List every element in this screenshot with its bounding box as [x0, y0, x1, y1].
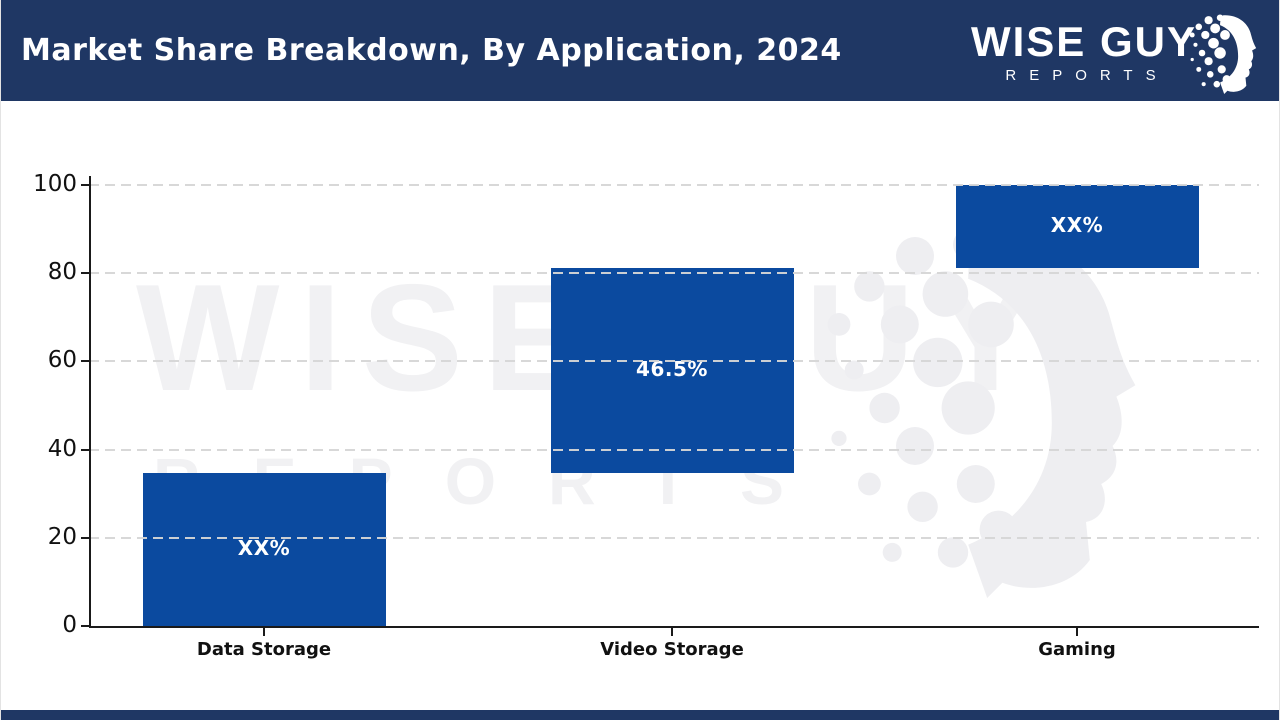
watermark-head-dots-logo-icon — [827, 229, 1136, 598]
y-tick-40 — [81, 448, 89, 451]
brand-logo-text: WISE GUY REPORTS — [971, 20, 1197, 86]
page-title: Market Share Breakdown, By Application, … — [21, 33, 842, 68]
y-tick-label-0: 0 — [62, 612, 77, 638]
y-tick-label-40: 40 — [47, 435, 77, 462]
y-tick-label-100: 100 — [33, 171, 77, 197]
footer-bar — [1, 710, 1279, 720]
x-category-label: Data Storage — [196, 639, 332, 660]
y-tick-label-80: 80 — [47, 259, 77, 286]
gridline-y-40 — [89, 448, 1259, 451]
x-category-label: Gaming — [1038, 639, 1116, 660]
bar-video-storage: 46.5% — [550, 267, 794, 473]
bar-gaming: XX% — [955, 185, 1199, 268]
header-bar: Market Share Breakdown, By Application, … — [1, 0, 1279, 101]
y-tick-20 — [81, 536, 89, 539]
gridline-y-60 — [89, 360, 1259, 363]
x-category-label: Video Storage — [600, 639, 744, 660]
x-tick-1 — [263, 628, 265, 636]
x-tick-3 — [1076, 628, 1078, 636]
y-tick-60 — [81, 360, 89, 363]
bar-value-label: XX% — [237, 536, 291, 561]
bar-value-label: XX% — [1050, 213, 1104, 238]
x-axis-line — [89, 626, 1259, 628]
brand-subname: REPORTS — [1005, 67, 1169, 84]
bar-data-storage: XX% — [142, 472, 386, 626]
y-tick-100 — [81, 184, 89, 186]
gridline-y-20 — [89, 536, 1259, 539]
y-axis-line — [89, 176, 91, 628]
gridline-y-100 — [89, 184, 1259, 186]
brand-logo: WISE GUY REPORTS — [971, 12, 1267, 94]
y-tick-80 — [81, 272, 89, 275]
y-tick-label-60: 60 — [47, 347, 77, 374]
brand-name: WISE GUY — [970, 18, 1197, 65]
gridline-y-80 — [89, 272, 1259, 275]
y-tick-label-20: 20 — [47, 523, 77, 550]
x-tick-2 — [671, 628, 673, 636]
y-tick-0 — [81, 625, 89, 627]
brand-head-dots-icon — [1189, 14, 1257, 94]
